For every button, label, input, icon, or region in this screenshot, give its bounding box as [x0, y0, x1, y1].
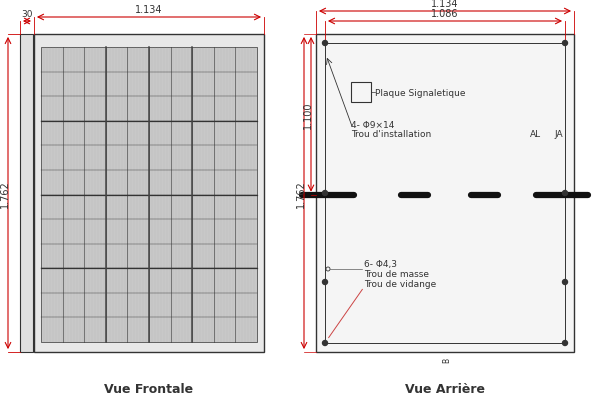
Circle shape: [323, 280, 328, 285]
Circle shape: [563, 191, 567, 196]
Bar: [34, 35, 264, 352]
Bar: [316, 35, 574, 352]
Circle shape: [563, 280, 567, 285]
Text: Plaque Signaletique: Plaque Signaletique: [375, 88, 466, 97]
Text: Vue Frontale: Vue Frontale: [105, 383, 194, 395]
Text: 1.086: 1.086: [432, 9, 459, 19]
Text: 1.762: 1.762: [296, 180, 306, 207]
Text: 1.100: 1.100: [303, 101, 313, 129]
Circle shape: [563, 341, 567, 346]
Bar: [41, 48, 257, 342]
Text: 4- Φ9×14: 4- Φ9×14: [351, 120, 394, 129]
Text: Trou de masse: Trou de masse: [364, 270, 429, 279]
Bar: [20, 35, 33, 352]
Text: Trou d'installation: Trou d'installation: [351, 130, 432, 139]
Circle shape: [323, 41, 328, 47]
Bar: [325, 44, 565, 343]
Text: 1.762: 1.762: [0, 180, 10, 207]
Text: 1.134: 1.134: [135, 5, 163, 15]
Text: Trou de vidange: Trou de vidange: [364, 280, 436, 289]
Bar: [351, 83, 371, 103]
Text: 6- Φ4,3: 6- Φ4,3: [364, 260, 397, 269]
Text: 30: 30: [21, 10, 32, 19]
Text: B: B: [442, 357, 451, 362]
Text: 1.134: 1.134: [432, 0, 459, 9]
Circle shape: [323, 341, 328, 346]
Circle shape: [563, 41, 567, 47]
Text: JA: JA: [554, 130, 563, 139]
Text: AL: AL: [530, 130, 541, 139]
Circle shape: [323, 191, 328, 196]
Text: Vue Arrière: Vue Arrière: [405, 383, 485, 395]
